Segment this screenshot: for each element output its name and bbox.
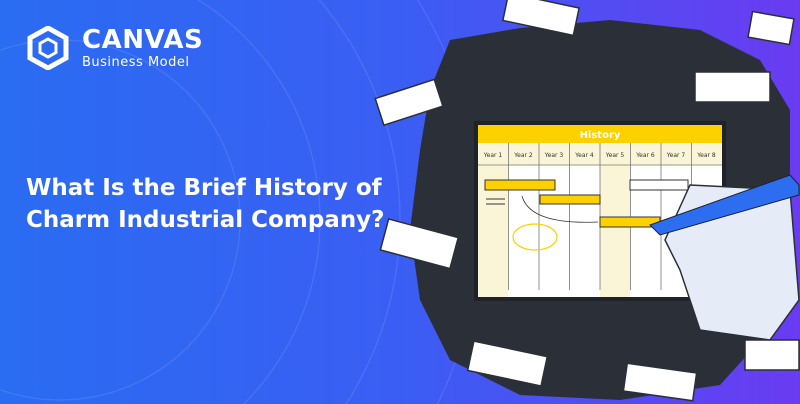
year-label: Year 6: [635, 152, 655, 159]
year-label: Year 5: [605, 152, 625, 159]
year-label: Year 2: [513, 152, 533, 159]
year-label: Year 4: [574, 152, 594, 159]
board-title: History: [580, 130, 621, 141]
year-label: Year 1: [483, 152, 503, 159]
brand-subtitle: Business Model: [82, 54, 190, 70]
year-label: Year 8: [696, 152, 716, 159]
marker-icon: [649, 174, 800, 236]
bricks: [374, 0, 800, 402]
year-label: Year 7: [666, 152, 686, 159]
page-title: What Is the Brief History of Charm Indus…: [26, 175, 385, 233]
hexagon-logo-icon: [27, 26, 69, 70]
brand-name: CANVAS: [82, 24, 204, 55]
year-label: Year 3: [544, 152, 564, 159]
brand-logo[interactable]: CANVAS Business Model: [26, 26, 203, 70]
